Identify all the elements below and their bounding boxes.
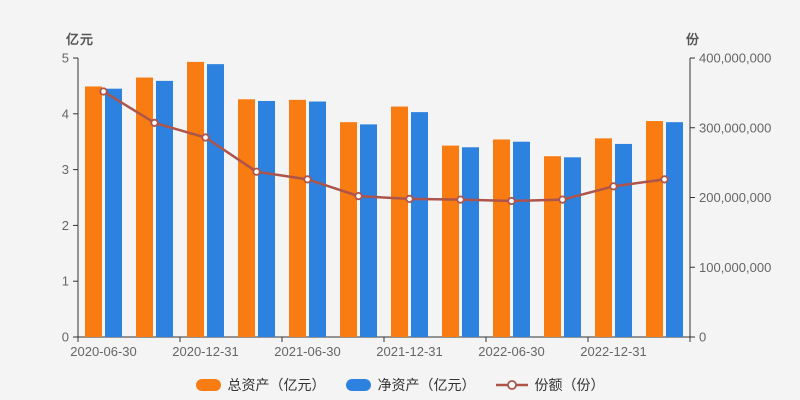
bar-net-assets	[207, 64, 224, 337]
marker-fund-shares	[507, 196, 516, 206]
x-axis-label: 2020-12-31	[172, 344, 239, 359]
marker-fund-shares	[201, 133, 210, 142]
x-axis-label: 2022-12-31	[580, 344, 647, 359]
marker-fund-shares	[252, 167, 261, 176]
marker-fund-shares	[609, 182, 618, 191]
bar-net-assets	[564, 157, 581, 337]
left-axis-tick-label: 2	[62, 218, 69, 233]
legend-swatch-total-assets	[195, 379, 221, 391]
right-axis-tick-label: 400,000,000	[699, 51, 771, 66]
bar-net-assets	[513, 141, 530, 337]
x-axis-label: 2021-12-31	[376, 344, 443, 359]
legend-label-net-assets: 净资产（亿元）	[377, 377, 476, 393]
line-fund-shares	[102, 90, 665, 203]
marker-fund-shares	[405, 194, 414, 203]
bar-net-assets	[156, 80, 173, 338]
bar-total-assets	[493, 139, 510, 337]
left-axis-title: 亿元	[66, 32, 95, 47]
x-axis-label: 2021-06-30	[274, 344, 341, 359]
legend-label-fund-shares: 份额（份）	[534, 377, 605, 393]
chart-plot-area: 0 1 2 3 4 5 0 100,000,000 200,000,000 300,000,000…	[62, 51, 772, 360]
marker-fund-shares	[558, 195, 567, 204]
bar-total-assets	[136, 77, 153, 337]
bar-net-assets	[105, 88, 122, 337]
chart-legend: 总资产（亿元） 净资产（亿元） 份额（份）	[0, 371, 800, 399]
bar-total-assets	[187, 61, 204, 337]
marker-fund-shares	[456, 195, 465, 204]
bar-net-assets	[666, 122, 683, 337]
bar-total-assets	[85, 86, 102, 337]
bar-net-assets	[462, 147, 479, 337]
bar-total-assets	[340, 122, 357, 337]
bar-net-assets	[258, 100, 275, 337]
marker-fund-shares	[303, 175, 312, 184]
legend-item-total-assets[interactable]: 总资产（亿元）	[195, 375, 326, 395]
marker-fund-shares	[660, 175, 669, 184]
left-axis-tick-label: 1	[62, 274, 69, 289]
bar-net-assets	[615, 143, 632, 337]
marker-fund-shares	[150, 118, 159, 127]
bar-net-assets	[360, 124, 377, 337]
bar-total-assets	[289, 99, 306, 337]
bar-total-assets	[646, 121, 663, 337]
right-axis-tick-label: 0	[699, 330, 706, 345]
legend-line-marker-icon	[495, 380, 528, 390]
bar-total-assets	[391, 106, 408, 338]
bar-total-assets	[544, 156, 561, 337]
bar-net-assets	[411, 112, 428, 337]
bar-total-assets	[595, 138, 612, 337]
left-axis-tick-label: 4	[62, 106, 69, 121]
left-axis-tick-label: 0	[62, 330, 69, 345]
left-axis-tick-label: 5	[62, 51, 69, 66]
right-axis-tick-label: 200,000,000	[699, 190, 771, 205]
marker-fund-shares	[99, 87, 108, 96]
legend-item-fund-shares[interactable]: 份额（份）	[495, 375, 605, 395]
legend-item-net-assets[interactable]: 净资产（亿元）	[345, 375, 476, 395]
bar-net-assets	[309, 101, 326, 337]
legend-label-total-assets: 总资产（亿元）	[227, 377, 326, 393]
x-axis-label: 2022-06-30	[478, 344, 545, 359]
right-axis-tick-label: 100,000,000	[699, 260, 771, 275]
right-axis-title: 份	[685, 32, 700, 47]
x-axis-label: 2020-06-30	[70, 344, 137, 359]
bar-total-assets	[238, 99, 255, 338]
bar-total-assets	[442, 145, 459, 337]
left-axis-tick-label: 3	[62, 162, 69, 177]
marker-fund-shares	[354, 192, 363, 201]
right-axis-tick-label: 300,000,000	[699, 120, 771, 135]
legend-swatch-net-assets	[345, 379, 371, 391]
